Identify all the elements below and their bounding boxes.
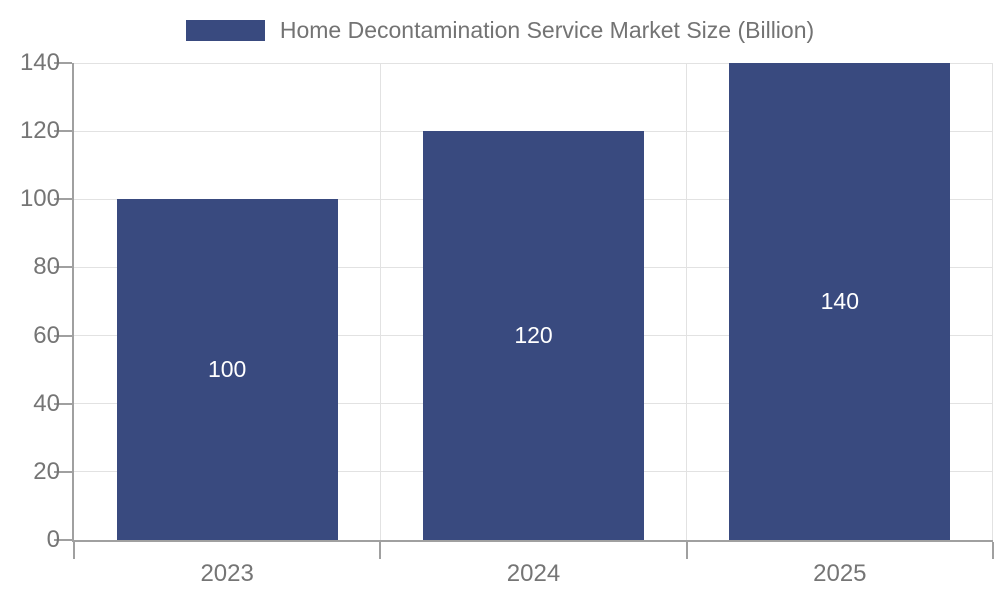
gridline-vertical	[686, 63, 688, 540]
bar-value-label: 100	[207, 355, 247, 382]
y-axis-tick-label: 120	[19, 117, 60, 145]
bar-value-label: 120	[514, 321, 553, 348]
y-axis-tick	[54, 402, 72, 405]
y-axis-tick-label: 140	[19, 49, 60, 76]
y-axis-tick	[54, 266, 72, 269]
plot-area: 100 120 140	[74, 62, 993, 540]
x-axis-category-label: 2023	[200, 560, 254, 587]
y-axis-tick-label: 80	[33, 253, 60, 281]
bar-2023[interactable]: 100	[116, 199, 338, 540]
gridline-vertical	[992, 63, 993, 540]
y-axis-tick-label: 100	[19, 185, 60, 213]
y-axis-tick	[54, 334, 72, 337]
y-axis-tick-label: 60	[33, 321, 60, 349]
y-axis-line	[72, 63, 74, 542]
x-axis-category-label: 2025	[813, 560, 867, 587]
x-axis-tick	[379, 542, 382, 559]
chart-legend[interactable]: Home Decontamination Service Market Size…	[0, 17, 1000, 44]
y-axis-tick	[54, 130, 72, 133]
x-axis-tick	[73, 542, 75, 559]
gridline-horizontal	[74, 62, 993, 64]
y-axis-tick-label: 0	[46, 526, 60, 553]
y-axis-tick	[54, 470, 72, 473]
x-axis-category-label: 2024	[506, 560, 561, 587]
bar-2025[interactable]: 140	[729, 63, 951, 540]
gridline-vertical	[379, 63, 381, 540]
bar-2024[interactable]: 120	[423, 131, 644, 540]
y-axis-tick-label: 20	[33, 457, 60, 485]
legend-label: Home Decontamination Service Market Size…	[279, 17, 815, 43]
y-axis-tick	[54, 198, 72, 201]
y-axis-tick	[54, 62, 72, 64]
gridline-horizontal	[74, 130, 993, 132]
x-axis-tick	[685, 542, 688, 559]
legend-swatch-icon	[185, 20, 265, 41]
x-axis-tick	[992, 542, 994, 559]
bar-value-label: 140	[820, 287, 860, 314]
x-axis-line	[72, 540, 993, 542]
y-axis-tick	[54, 539, 72, 541]
y-axis-tick-label: 40	[33, 389, 60, 417]
